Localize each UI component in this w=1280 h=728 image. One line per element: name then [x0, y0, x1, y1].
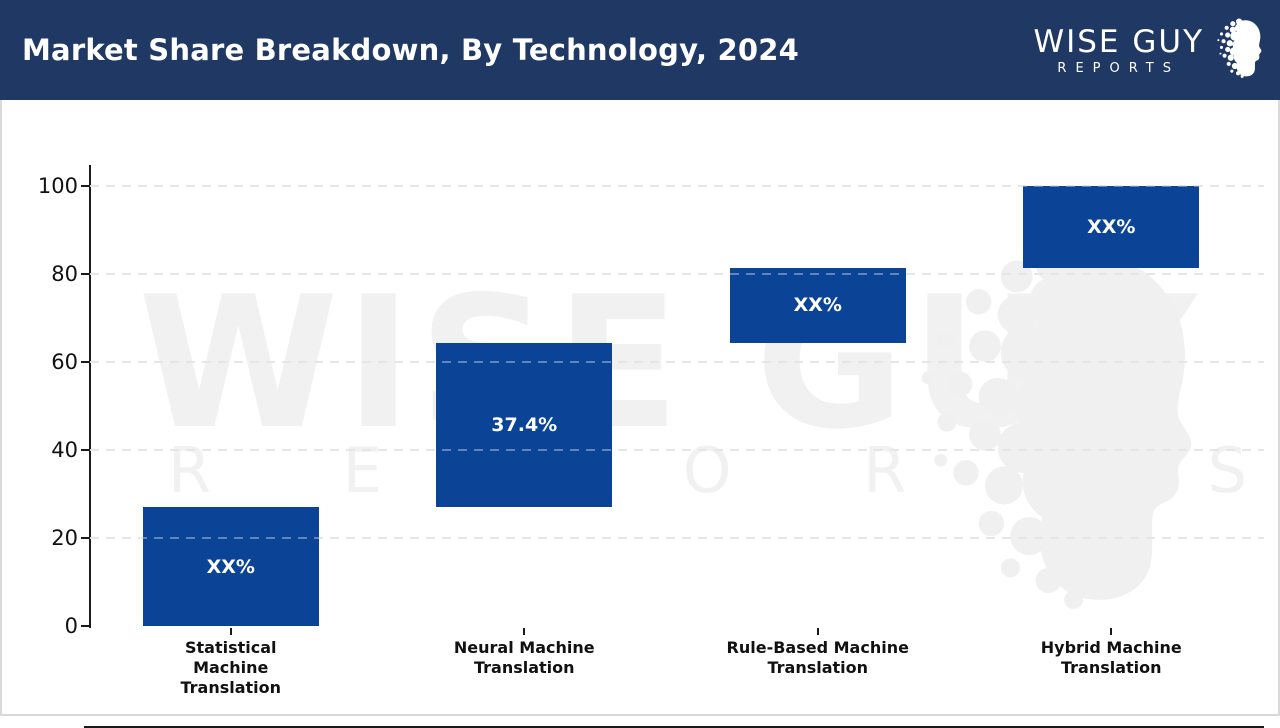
category-label-neural-machine-translation: Neural Machine Translation — [453, 638, 595, 677]
logo-wordmark: WISE GUY — [1033, 23, 1204, 60]
category-label-hybrid-machine-translation: Hybrid Machine Translation — [1040, 638, 1182, 677]
y-tick-label-20: 20 — [51, 526, 78, 550]
gridline-overlay-60 — [90, 361, 1264, 363]
bar-value-label-neural-machine-translation: 37.4% — [491, 413, 558, 436]
dotted-head-icon — [1217, 18, 1262, 78]
y-tick-mark-0 — [81, 625, 89, 627]
x-tick-mark-neural-machine-translation — [523, 628, 526, 635]
gridline-overlay-80 — [90, 273, 1264, 275]
x-tick-mark-rule-based-machine-translation — [816, 628, 819, 635]
gridline-40 — [90, 449, 1264, 451]
bar-hybrid-machine-translation — [1023, 186, 1200, 268]
bar-statistical-machine-translation — [142, 507, 319, 626]
gridline-overlay-100 — [90, 185, 1264, 187]
category-label-statistical-machine-translation: Statistical Machine Translation — [180, 638, 282, 697]
gridline-overlay-20 — [90, 537, 1264, 539]
y-tick-mark-20 — [81, 537, 89, 539]
chart-area: 0 20 40 60 80 100 XX% Statistical Machine Trans… — [0, 100, 1280, 728]
y-tick-label-60: 60 — [51, 350, 78, 374]
bar-rule-based-machine-translation — [729, 267, 906, 343]
y-tick-label-0: 0 — [64, 614, 78, 638]
y-tick-mark-40 — [81, 449, 89, 451]
bar-neural-machine-translation — [436, 342, 613, 508]
bar-value-label-hybrid-machine-translation: XX% — [1087, 215, 1136, 238]
gridline-20 — [90, 537, 1264, 539]
page-title: Market Share Breakdown, By Technology, 2… — [22, 33, 800, 67]
x-tick-mark-hybrid-machine-translation — [1110, 628, 1113, 635]
logo-subtitle: REPORTS — [1057, 60, 1181, 76]
gridline-60 — [90, 361, 1264, 363]
y-tick-mark-100 — [81, 185, 89, 187]
y-tick-mark-80 — [81, 273, 89, 275]
header-bar: Market Share Breakdown, By Technology, 2… — [0, 0, 1280, 100]
y-tick-mark-60 — [81, 361, 89, 363]
gridline-overlay-40 — [90, 449, 1264, 451]
wise-guy-reports-logo: WISE GUY REPORTS — [1010, 6, 1268, 94]
gridline-100 — [90, 185, 1264, 187]
gridline-80 — [90, 273, 1264, 275]
logo-text: WISE GUY REPORTS — [1033, 25, 1204, 76]
bar-value-label-statistical-machine-translation: XX% — [206, 555, 255, 578]
x-tick-mark-statistical-machine-translation — [229, 628, 232, 635]
y-tick-label-80: 80 — [51, 262, 78, 286]
category-label-rule-based-machine-translation: Rule-Based Machine Translation — [726, 638, 909, 677]
y-tick-label-40: 40 — [51, 438, 78, 462]
y-axis-spine — [89, 165, 91, 628]
y-tick-label-100: 100 — [37, 174, 78, 198]
bar-value-label-rule-based-machine-translation: XX% — [793, 294, 842, 317]
